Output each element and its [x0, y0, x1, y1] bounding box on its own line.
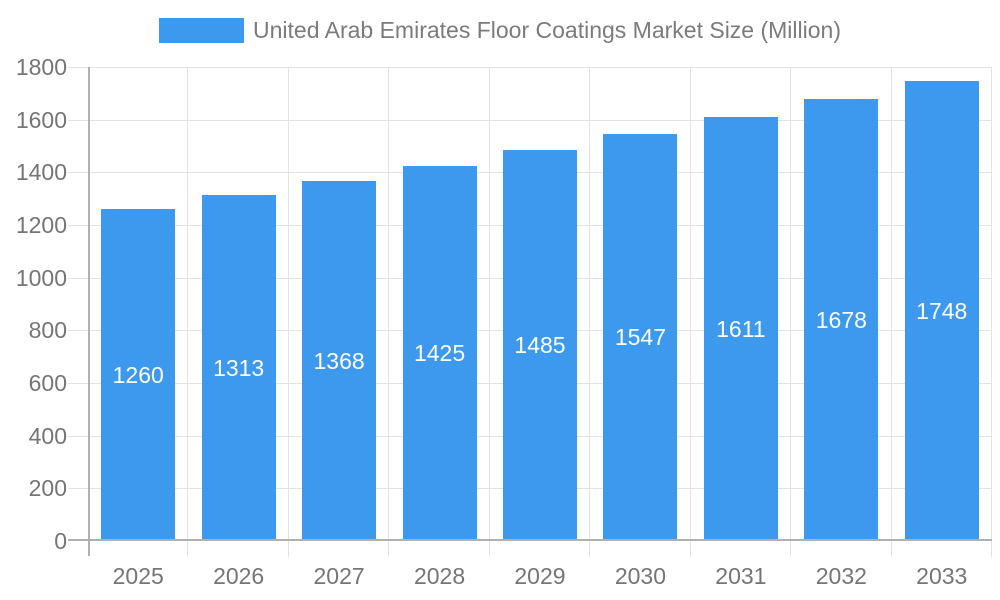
bar — [101, 209, 176, 541]
bar — [201, 195, 276, 541]
legend-item[interactable]: United Arab Emirates Floor Coatings Mark… — [0, 17, 1000, 44]
x-axis-line — [68, 539, 992, 541]
bar-value-label: 1678 — [815, 307, 867, 334]
y-tick-label: 1800 — [15, 54, 67, 80]
bar — [703, 116, 778, 541]
x-gridline — [488, 67, 490, 557]
bar-value-label: 1748 — [916, 297, 968, 324]
y-tick-label: 0 — [54, 528, 67, 554]
x-tick-label: 2026 — [213, 563, 265, 589]
x-gridline — [689, 67, 691, 557]
y-tick-label: 1400 — [15, 159, 67, 186]
bar-value-label: 1368 — [313, 347, 365, 374]
x-tick-label: 2031 — [715, 563, 767, 589]
y-tick-label: 400 — [28, 422, 67, 449]
y-tick-label: 1200 — [15, 212, 67, 238]
x-gridline — [187, 67, 189, 557]
x-tick-label: 2030 — [614, 563, 667, 589]
x-tick-label: 2028 — [413, 563, 466, 589]
bar-value-label: 1425 — [413, 340, 466, 367]
x-tick-label: 2032 — [815, 563, 867, 589]
y-gridline — [68, 119, 992, 121]
legend-swatch — [159, 18, 244, 43]
y-tick-label: 1000 — [15, 264, 67, 291]
bar-value-label: 1611 — [716, 315, 766, 342]
x-tick-label: 2029 — [514, 563, 566, 589]
y-tick-label: 200 — [28, 475, 67, 502]
x-gridline — [388, 67, 390, 557]
x-tick-label: 2027 — [313, 563, 365, 589]
plot-area: 1260 1313 1368 1425 1485 1547 1611 1678 1748 — [68, 67, 992, 557]
bar — [302, 180, 377, 541]
y-gridline — [68, 67, 992, 68]
x-gridline — [589, 67, 591, 557]
bar — [603, 133, 678, 541]
x-gridline — [790, 67, 792, 557]
legend-label: United Arab Emirates Floor Coatings Mark… — [253, 17, 841, 43]
bar — [804, 99, 879, 541]
x-gridline — [287, 67, 289, 557]
x-tick-label: 2025 — [112, 563, 164, 589]
bar-value-label: 1313 — [213, 355, 265, 382]
y-tick-label: 1600 — [15, 106, 67, 133]
bar-value-label: 1547 — [614, 324, 667, 351]
bar — [503, 149, 577, 541]
bar — [904, 80, 979, 541]
x-gridline — [991, 67, 992, 557]
y-axis-line — [88, 67, 90, 556]
bar-value-label: 1260 — [112, 362, 164, 389]
x-gridline — [890, 67, 892, 557]
y-tick-label: 800 — [28, 317, 67, 344]
x-tick-label: 2033 — [916, 563, 968, 589]
bar-value-label: 1485 — [514, 332, 566, 359]
bar — [402, 165, 477, 541]
y-tick-label: 600 — [28, 370, 67, 396]
